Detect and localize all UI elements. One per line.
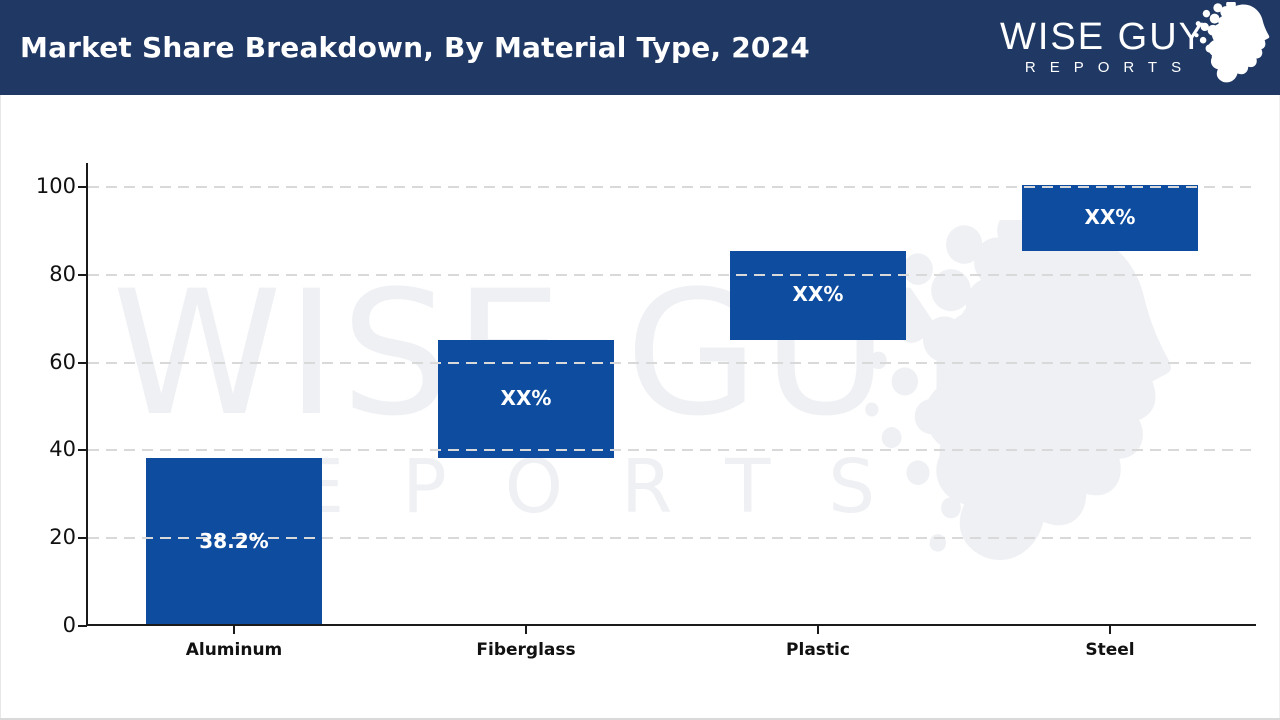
logo-wordmark: WISE GUY <box>999 16 1206 59</box>
x-axis-label-fiberglass: Fiberglass <box>476 640 576 660</box>
y-axis-line <box>86 163 88 626</box>
x-axis-tick-steel <box>1109 626 1111 634</box>
watermark-head-icon <box>865 220 1171 560</box>
y-axis-tick-label-80: 80 <box>49 261 76 286</box>
header-bar: Market Share Breakdown, By Material Type… <box>0 0 1280 95</box>
bar-value-label-plastic: XX% <box>792 282 844 307</box>
bar-value-label-fiberglass: XX% <box>500 386 552 410</box>
bar-fiberglass <box>438 339 614 459</box>
gridline-20 <box>88 537 1256 540</box>
x-axis-tick-aluminum <box>233 626 235 634</box>
x-axis-label-plastic: Plastic <box>786 640 850 660</box>
y-axis-tick-label-60: 60 <box>49 349 76 374</box>
bar-plastic <box>730 250 906 340</box>
bar-aluminum <box>146 458 322 626</box>
y-axis-tick-20 <box>78 537 87 540</box>
x-axis-label-steel: Steel <box>1085 640 1135 660</box>
y-axis-tick-0 <box>78 625 87 627</box>
y-axis-tick-label-20: 20 <box>49 525 76 550</box>
y-axis-tick-40 <box>78 449 87 452</box>
x-axis-tick-fiberglass <box>525 626 527 634</box>
bar-value-label-aluminum: 38.2% <box>199 529 269 554</box>
gridline-80 <box>88 273 1256 276</box>
gridline-40 <box>88 449 1256 452</box>
logo-head-icon <box>1194 2 1270 83</box>
x-axis-line <box>86 624 1256 626</box>
gridline-100 <box>88 186 1256 188</box>
gridline-60 <box>88 361 1256 364</box>
bar-steel <box>1022 185 1198 251</box>
y-axis-tick-100 <box>78 186 87 188</box>
y-axis-tick-label-0: 0 <box>62 613 76 637</box>
logo-subtext: REPORTS <box>1024 58 1196 76</box>
y-axis-tick-label-100: 100 <box>35 174 76 198</box>
y-axis-tick-60 <box>78 361 87 364</box>
x-axis-tick-plastic <box>817 626 819 634</box>
x-axis-label-aluminum: Aluminum <box>185 640 283 660</box>
brand-logo: WISE GUY REPORTS <box>999 2 1272 90</box>
y-axis-tick-label-40: 40 <box>49 437 76 462</box>
page-title: Market Share Breakdown, By Material Type… <box>20 31 810 64</box>
bar-value-label-steel: XX% <box>1084 204 1136 229</box>
y-axis-tick-80 <box>78 273 87 276</box>
